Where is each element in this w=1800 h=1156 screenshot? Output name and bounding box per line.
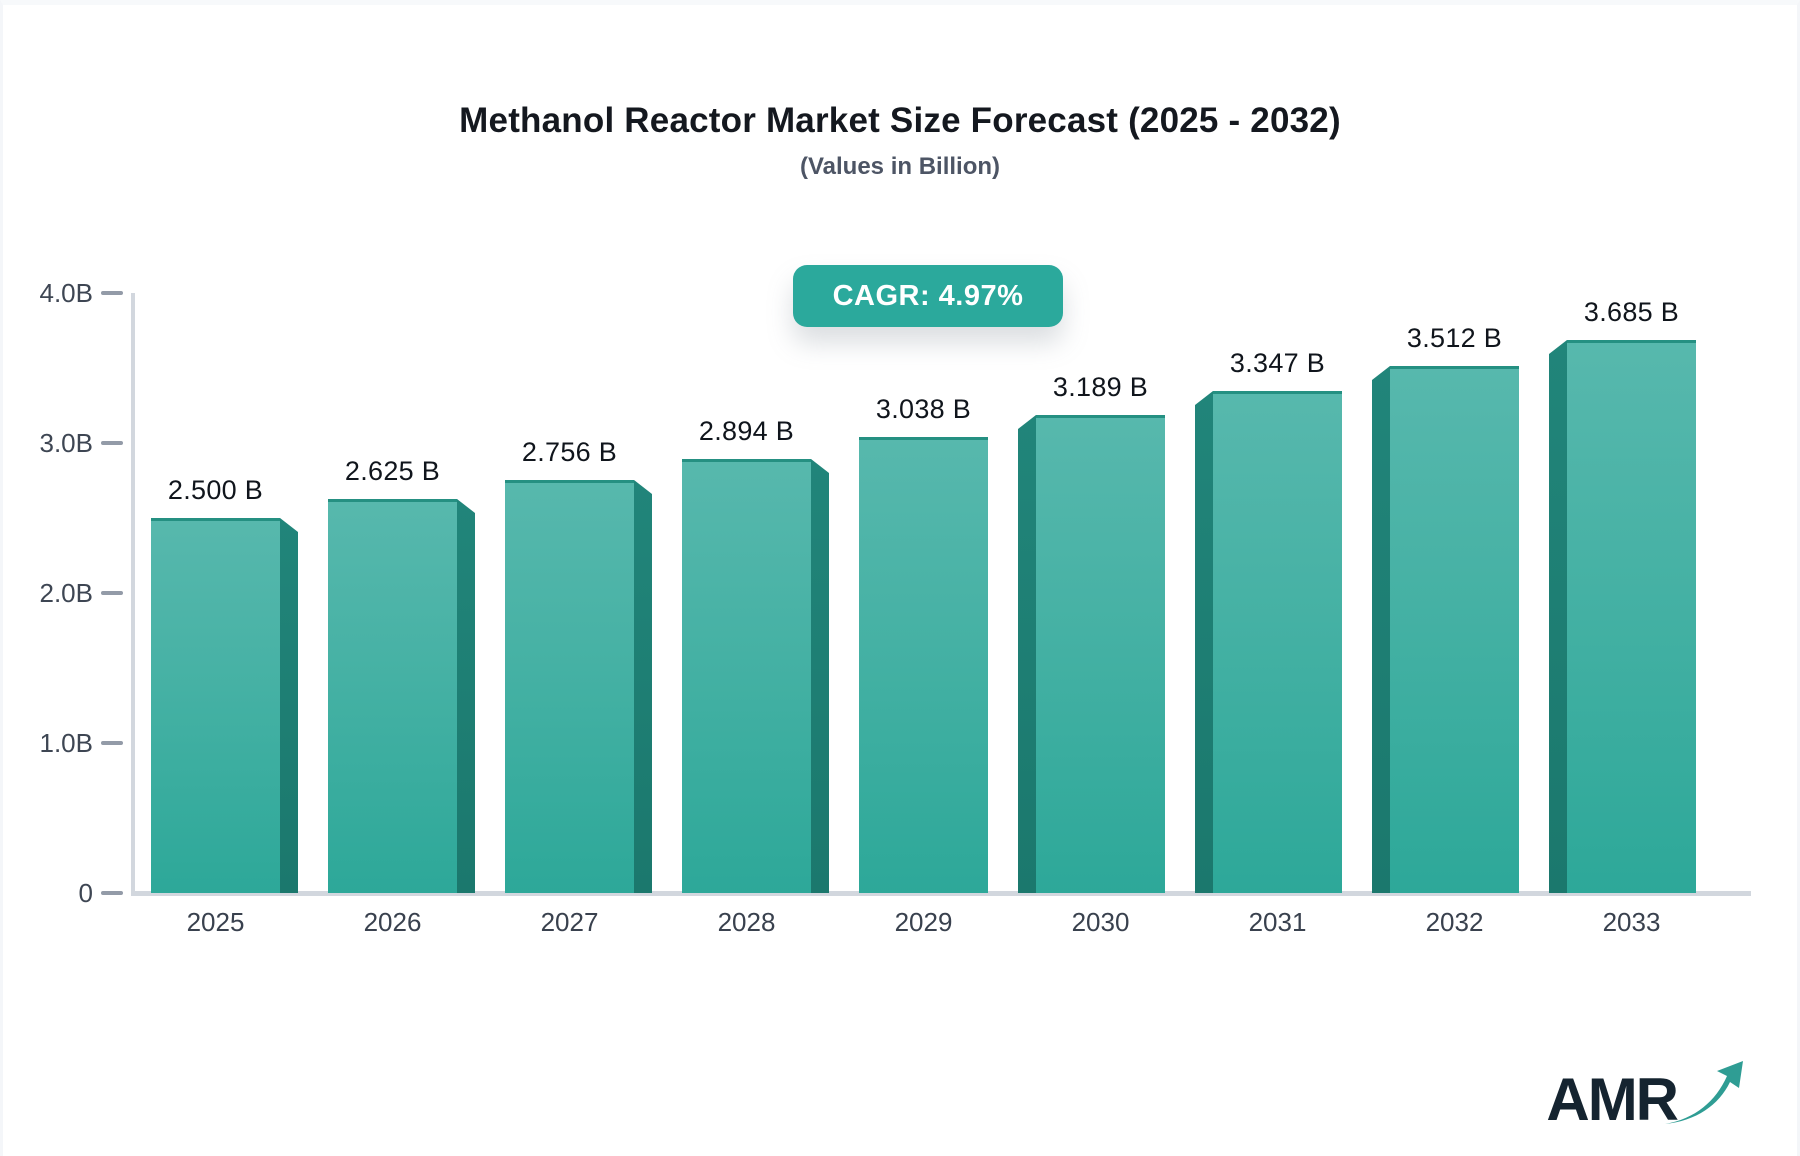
chart-subtitle: (Values in Billion)	[799, 153, 1001, 180]
y-tick-label: 4.0B	[39, 278, 94, 308]
bar-2026	[328, 499, 457, 893]
bar-3d-side-2031	[1195, 391, 1213, 893]
y-tick-label: 0	[78, 878, 93, 908]
bar-2032	[1390, 366, 1519, 893]
bar-2030	[1036, 415, 1165, 893]
y-tick-label: 1.0B	[39, 728, 94, 758]
bar-2027	[505, 480, 634, 893]
y-tick-mark	[101, 741, 123, 745]
bar-value-label: 2.500 B	[167, 475, 264, 505]
bar-3d-side-2032	[1372, 366, 1390, 893]
bar-3d-side-2033	[1549, 340, 1567, 893]
bar-2025	[151, 518, 280, 893]
y-tick-label: 2.0B	[39, 578, 94, 608]
y-tick-mark	[101, 591, 123, 595]
bar-3d-side-2025	[280, 518, 298, 893]
x-tick-label: 2032	[1425, 907, 1484, 937]
bar-value-label: 2.756 B	[521, 437, 618, 467]
cagr-badge-label: CAGR: 4.97%	[832, 279, 1024, 312]
x-tick-label: 2028	[717, 907, 776, 937]
y-tick-mark	[101, 441, 123, 445]
trend-up-arrow-icon	[1665, 1061, 1743, 1124]
amr-logo-text: AMR	[1546, 1066, 1679, 1133]
bar-value-label: 3.038 B	[875, 394, 972, 424]
bar-2028	[682, 459, 811, 893]
x-tick-label: 2027	[540, 907, 599, 937]
bar-3d-side-2028	[811, 459, 829, 893]
y-tick-mark	[101, 291, 123, 295]
bar-3d-side-2027	[634, 480, 652, 893]
bar-value-label: 3.512 B	[1406, 323, 1503, 353]
bar-value-label: 2.625 B	[344, 456, 441, 486]
bar-value-label: 3.189 B	[1052, 372, 1149, 402]
x-tick-label: 2031	[1248, 907, 1307, 937]
y-tick-mark	[101, 891, 123, 895]
bar-2031	[1213, 391, 1342, 893]
x-tick-label: 2026	[363, 907, 422, 937]
amr-logo: AMR	[1546, 1056, 1745, 1130]
bar-3d-side-2026	[457, 499, 475, 893]
chart-title: Methanol Reactor Market Size Forecast (2…	[459, 101, 1341, 140]
bar-2029	[859, 437, 988, 893]
y-tick-label: 3.0B	[39, 428, 94, 458]
bar-value-label: 3.347 B	[1229, 348, 1326, 378]
bar-2033	[1567, 340, 1696, 893]
x-tick-label: 2025	[186, 907, 245, 937]
bar-value-label: 3.685 B	[1583, 297, 1680, 327]
x-tick-label: 2033	[1602, 907, 1661, 937]
cagr-badge: CAGR: 4.97%	[793, 265, 1063, 327]
bar-3d-side-2030	[1018, 415, 1036, 893]
x-axis-line	[131, 891, 1751, 896]
x-tick-label: 2029	[894, 907, 953, 937]
y-axis-line	[131, 293, 135, 895]
x-tick-label: 2030	[1071, 907, 1130, 937]
bar-value-label: 2.894 B	[698, 416, 795, 446]
